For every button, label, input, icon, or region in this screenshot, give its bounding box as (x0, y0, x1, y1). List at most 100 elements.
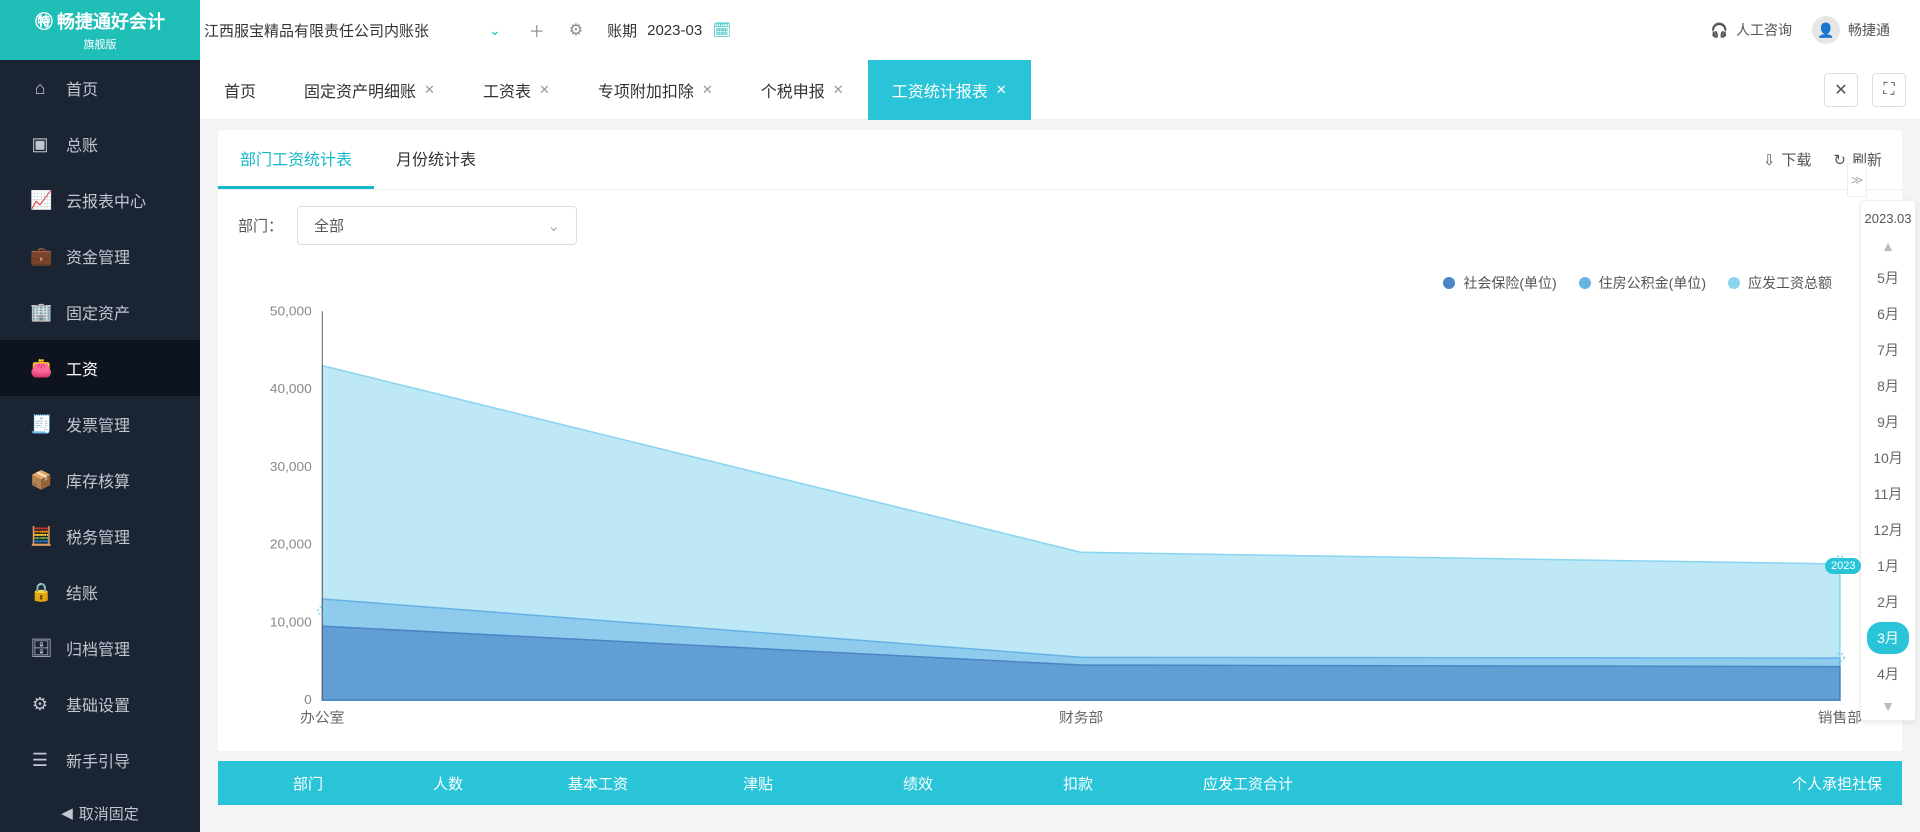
nav-salary-icon: 👛 (30, 358, 50, 379)
nav-guide[interactable]: ☰ 新手引导 (0, 732, 200, 788)
nav-archive-label: 归档管理 (66, 636, 130, 660)
nav-ledger-icon: ▣ (30, 134, 50, 155)
nav-home-icon: ⌂ (30, 78, 50, 99)
table-col-3: 津贴 (678, 773, 838, 794)
sub-tab-0[interactable]: 部门工资统计表 (218, 130, 374, 189)
nav-archive[interactable]: 🗄归档管理 (0, 620, 200, 676)
month-item-8[interactable]: 1月2023 (1861, 548, 1915, 584)
gear-icon[interactable]: ⚙ (569, 20, 583, 40)
tab-2[interactable]: 工资表 ✕ (459, 60, 574, 120)
department-select-value: 全部 (314, 215, 344, 236)
legend-item-2[interactable]: 应发工资总额 (1728, 273, 1832, 293)
calendar-icon[interactable]: 🗓 (712, 21, 731, 39)
month-item-11[interactable]: 4月 (1861, 656, 1915, 692)
tab-1[interactable]: 固定资产明细账✕ (280, 60, 459, 120)
fullscreen-button[interactable]: ⛶ (1872, 73, 1906, 107)
month-item-7[interactable]: 12月 (1861, 512, 1915, 548)
nav-tax[interactable]: 🧮税务管理 (0, 508, 200, 564)
nav-assets[interactable]: 🏢固定资产 (0, 284, 200, 340)
nav-settings[interactable]: ⚙基础设置 (0, 676, 200, 732)
content-area: 部门工资统计表月份统计表 ⇩ 下载 ↻ 刷新 部门： 全部 ⌄ 社会保险(单位)… (200, 120, 1920, 832)
brand-logo-icon: ㊕ (35, 8, 53, 34)
tab-3-close-icon[interactable]: ✕ (702, 82, 713, 98)
nav-tax-icon: 🧮 (30, 526, 50, 547)
nav-close-label: 结账 (66, 580, 98, 604)
legend-dot-2 (1728, 277, 1740, 289)
user-menu[interactable]: 👤 畅捷通 (1812, 16, 1890, 44)
nav-guide-icon: ☰ (30, 750, 50, 771)
tab-5-label: 工资统计报表 (892, 78, 988, 102)
month-item-9[interactable]: 2月 (1861, 584, 1915, 620)
nav-ledger-label: 总账 (66, 132, 98, 156)
tab-4-close-icon[interactable]: ✕ (833, 82, 844, 98)
add-icon[interactable]: ＋ (529, 18, 545, 42)
year-badge: 2023 (1825, 558, 1861, 574)
download-icon: ⇩ (1763, 151, 1776, 169)
filter-row: 部门： 全部 ⌄ (218, 190, 1902, 261)
nav-inventory[interactable]: 📦库存核算 (0, 452, 200, 508)
filter-label: 部门： (238, 215, 283, 236)
tab-1-close-icon[interactable]: ✕ (424, 82, 435, 98)
consult-link[interactable]: 🎧 人工咨询 (1711, 20, 1792, 40)
legend-item-1[interactable]: 住房公积金(单位) (1579, 273, 1706, 293)
tab-3[interactable]: 专项附加扣除✕ (574, 60, 737, 120)
brand-title-text: 畅捷通好会计 (57, 8, 165, 34)
svg-text:40,000: 40,000 (270, 381, 312, 396)
month-panel-year: 2023.03 (1861, 201, 1915, 232)
nav-guide-label: 新手引导 (66, 748, 130, 772)
tab-5[interactable]: 工资统计报表 ✕ (868, 60, 1031, 120)
nav-close-icon: 🔒 (30, 582, 50, 603)
chevron-down-icon: ⌄ (489, 22, 501, 39)
cancel-fixed-label: 取消固定 (79, 803, 139, 824)
tab-0[interactable]: 首页 (200, 60, 280, 120)
sidebar: ⌂ 首页 ▣ 总账 📈云报表中心💼资金管理🏢固定资产👛工资🧾发票管理📦库存核算🧮税务管理… (0, 60, 200, 832)
month-item-3[interactable]: 8月 (1861, 368, 1915, 404)
tab-2-label: 工资表 (483, 78, 531, 102)
legend-item-0[interactable]: 社会保险(单位) (1443, 273, 1556, 293)
nav-funds-label: 资金管理 (66, 244, 130, 268)
month-item-0[interactable]: 5月 (1861, 260, 1915, 296)
month-scroll-up[interactable]: ▲ (1861, 232, 1915, 260)
nav-salary[interactable]: 👛工资 (0, 340, 200, 396)
month-item-1[interactable]: 6月 (1861, 296, 1915, 332)
cancel-fixed-button[interactable]: ◀取消固定 (0, 788, 200, 832)
legend-label-2: 应发工资总额 (1748, 273, 1832, 293)
collapse-month-panel[interactable]: ≫ (1847, 163, 1867, 197)
month-item-2[interactable]: 7月 (1861, 332, 1915, 368)
refresh-icon: ↻ (1833, 151, 1846, 169)
top-header: ㊕ 畅捷通好会计 旗舰版 江西服宝精品有限责任公司内账张 ⌄ ＋ ⚙ 账期 20… (0, 0, 1920, 60)
month-item-4[interactable]: 9月 (1861, 404, 1915, 440)
month-item-10[interactable]: 3月 (1867, 622, 1909, 654)
department-select[interactable]: 全部 ⌄ (297, 206, 577, 245)
sub-tab-1[interactable]: 月份统计表 (374, 130, 498, 189)
period-value: 2023-03 (647, 22, 702, 39)
nav-funds[interactable]: 💼资金管理 (0, 228, 200, 284)
avatar-icon: 👤 (1812, 16, 1840, 44)
close-all-button[interactable]: ✕ (1824, 73, 1858, 107)
period-label: 账期 (607, 20, 637, 41)
nav-close[interactable]: 🔒 结账 (0, 564, 200, 620)
nav-invoice-icon: 🧾 (30, 414, 50, 435)
nav-home[interactable]: ⌂ 首页 (0, 60, 200, 116)
svg-text:0: 0 (304, 692, 312, 707)
tab-5-close-icon[interactable]: ✕ (996, 82, 1007, 98)
svg-text:20,000: 20,000 (270, 537, 312, 552)
nav-reports[interactable]: 📈云报表中心 (0, 172, 200, 228)
period-area: 账期 2023-03 🗓 (607, 20, 731, 41)
tab-2-close-icon[interactable]: ✕ (539, 82, 550, 98)
tab-4[interactable]: 个税申报✕ (737, 60, 868, 120)
nav-ledger[interactable]: ▣ 总账 (0, 116, 200, 172)
brand-title: ㊕ 畅捷通好会计 (35, 8, 165, 34)
nav-home-label: 首页 (66, 76, 98, 100)
table-col-5: 扣款 (998, 773, 1158, 794)
table-col-1: 人数 (378, 773, 518, 794)
svg-text:30,000: 30,000 (270, 459, 312, 474)
month-item-6[interactable]: 11月 (1861, 476, 1915, 512)
nav-reports-label: 云报表中心 (66, 188, 146, 212)
chart-legend: 社会保险(单位) 住房公积金(单位) 应发工资总额 (238, 273, 1882, 293)
nav-invoice[interactable]: 🧾发票管理 (0, 396, 200, 452)
company-selector[interactable]: 江西服宝精品有限责任公司内账张 ⌄ (204, 20, 501, 41)
month-item-5[interactable]: 10月 (1861, 440, 1915, 476)
month-scroll-down[interactable]: ▼ (1861, 692, 1915, 720)
download-button[interactable]: ⇩ 下载 (1763, 149, 1812, 170)
